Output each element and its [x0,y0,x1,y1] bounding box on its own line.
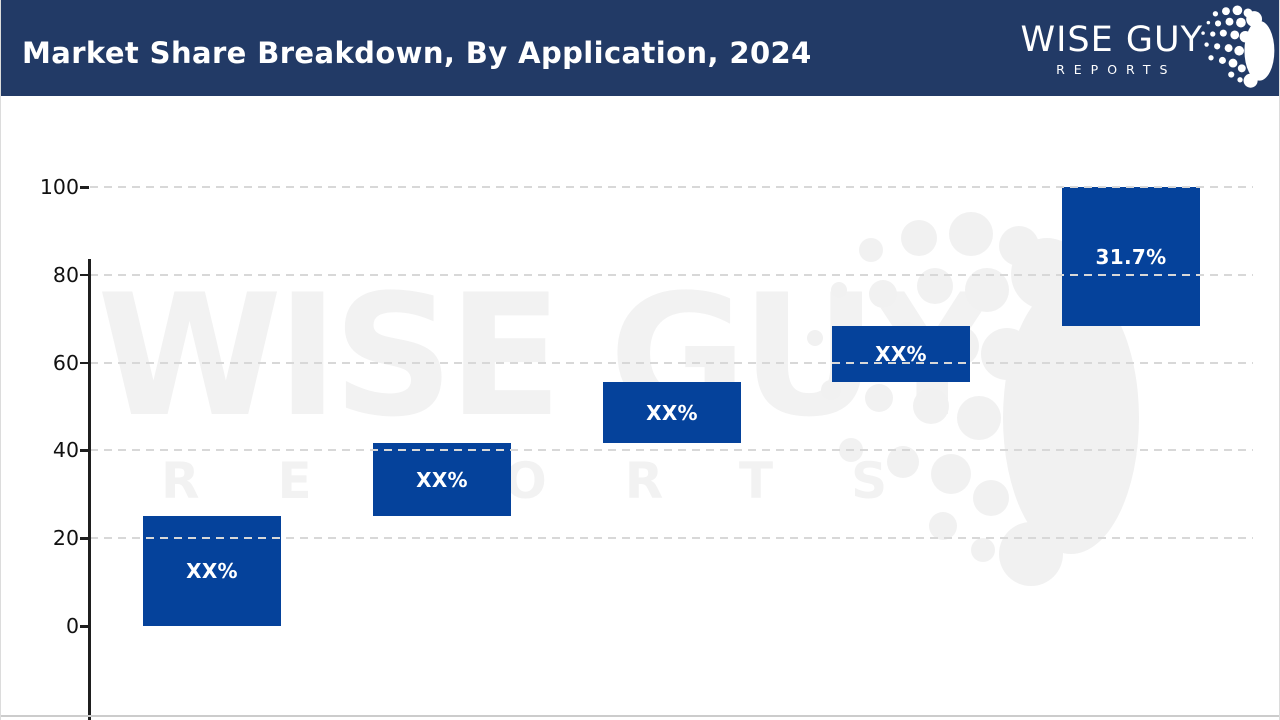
bar-value-label-remote-patient-monitoring: 31.7% [1095,244,1167,269]
y-tick-label-40: 40 [52,438,79,463]
header: Market Share Breakdown, By Application, … [1,0,1279,96]
y-tick-label-80: 80 [52,262,79,287]
bar-remote-patient-monitoring: 31.7% [1062,187,1200,327]
watermark-subtext: REPORTS [161,452,966,510]
bar-patient-engagement: XX% [143,516,281,626]
y-tick-mark-100 [80,186,89,189]
brand-logo: WISE GUY REPORTS [1013,0,1275,96]
y-tick-mark-40 [80,449,89,452]
brand-name-text: WISE GUY [1020,20,1203,60]
gridline-20 [90,537,1253,540]
bar-value-label-personalized-medicine: XX% [646,400,698,425]
gridline-100 [90,186,1253,188]
y-tick-mark-0 [80,625,89,628]
brand-wordmark: WISE GUY REPORTS [1020,21,1203,77]
bar-value-label-clinical-decision-support: XX% [416,467,468,492]
bar-telemedicine: XX% [832,326,970,383]
brand-face-dots-icon [1201,5,1275,88]
y-axis-line [88,259,91,720]
bar-personalized-medicine: XX% [603,382,741,444]
gridline-60 [90,361,1253,364]
y-tick-mark-60 [80,361,89,365]
y-tick-mark-20 [80,537,89,540]
y-tick-label-60: 60 [52,350,79,375]
bottom-divider [1,715,1279,717]
bar-value-label-patient-engagement: XX% [186,559,238,584]
y-tick-label-100: 100 [39,175,79,199]
bar-clinical-decision-support: XX% [373,443,511,517]
y-tick-label-0: 0 [65,614,79,638]
gridline-40 [90,449,1253,452]
brand-subtitle-text: REPORTS [1056,62,1177,77]
y-tick-label-20: 20 [52,526,79,551]
gridline-80 [90,273,1253,276]
page-title: Market Share Breakdown, By Application, … [22,36,812,70]
y-tick-mark-80 [80,273,89,277]
